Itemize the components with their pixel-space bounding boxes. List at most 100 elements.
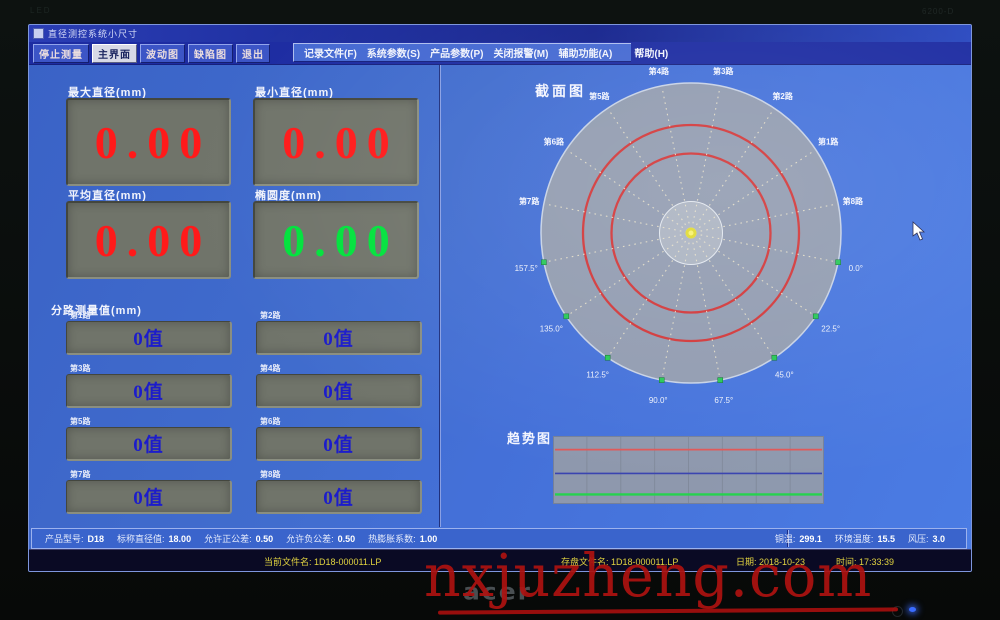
- polar-channel-label-1: 第1路: [818, 136, 839, 146]
- gauge-value-4: 0.00: [282, 214, 399, 266]
- channel-label-6: 第6路: [260, 417, 281, 426]
- channel-display-3: 0值: [66, 374, 232, 408]
- channel-label-3: 第3路: [70, 364, 91, 373]
- gauge-value-1: 0.00: [94, 116, 212, 168]
- channel-display-4: 0值: [256, 374, 422, 408]
- env-field-3: 风压: 3.0: [907, 534, 945, 544]
- env-field-1: 铜温: 299.1: [774, 534, 822, 544]
- channel-display-5: 0值: [66, 427, 232, 461]
- menu-bar: 记录文件(F) 系统参数(S) 产品参数(P) 关闭报警(M) 辅助功能(A) 帮助(H): [293, 43, 668, 62]
- polar-angle-label-1: 0.0°: [849, 264, 863, 273]
- polar-channel-label-3: 第3路: [713, 66, 734, 76]
- polar-channel-label-6: 第6路: [544, 136, 565, 146]
- menu-item-3[interactable]: 产品参数(P): [430, 49, 484, 60]
- section-chart-title: 截面图: [535, 83, 586, 99]
- channel-display-2: 0值: [256, 321, 422, 355]
- file-bar-item-2: 存盘文件名: 1D18-000011.LP: [561, 557, 679, 567]
- power-led: [909, 607, 916, 612]
- environment-status-fields: 铜温: 299.1 环境温度: 15.5 风压: 3.0: [775, 529, 958, 548]
- gauge-value-2: 0.00: [282, 116, 399, 168]
- window-title: 直径测控系统小尺寸: [48, 29, 139, 39]
- product-field-5: 热膨胀系数: 1.00: [368, 534, 438, 544]
- menu-item-1[interactable]: 记录文件(F): [304, 49, 357, 60]
- polar-angle-label-2: 22.5°: [821, 324, 840, 333]
- bezel-model-text: 6200-D: [922, 7, 955, 16]
- toolbar-button-1[interactable]: 停止测量: [33, 44, 89, 63]
- polar-angle-label-8: 157.5°: [515, 264, 538, 273]
- power-button[interactable]: [892, 606, 903, 617]
- trend-chart-svg: [553, 436, 824, 504]
- gauge-label-4: 椭圆度(mm): [255, 190, 322, 202]
- channel-value-1: 0值: [133, 329, 164, 350]
- channel-value-5: 0值: [133, 435, 164, 456]
- polar-angle-label-4: 67.5°: [714, 396, 733, 405]
- menu-item-4[interactable]: 关闭报警(M): [493, 49, 549, 60]
- toolbar-button-5[interactable]: 退出: [236, 44, 270, 63]
- gauge-display-2: 0.00: [253, 98, 419, 186]
- product-status-fields: 产品型号: D18 标称直径值: 18.00 允许正公差: 0.50 允许负公差: 0.50 热…: [45, 529, 450, 548]
- status-strip: 产品型号: D18 标称直径值: 18.00 允许正公差: 0.50 允许负公差: 0.50 热…: [31, 528, 967, 549]
- polar-channel-label-8: 第8路: [843, 196, 864, 206]
- gauge-label-1: 最大直径(mm): [68, 87, 147, 99]
- app-icon: [33, 28, 44, 39]
- polar-angle-label-7: 135.0°: [540, 324, 563, 333]
- acer-logo: acer: [463, 578, 532, 605]
- channel-display-1: 0值: [66, 321, 232, 355]
- channel-label-7: 第7路: [70, 470, 91, 479]
- polar-channel-label-4: 第4路: [649, 66, 670, 76]
- app-window: 直径测控系统小尺寸 停止测量 主界面 波动图 缺陷图 退出 记录文件(F) 系统参数(S)…: [28, 24, 972, 572]
- mouse-cursor: [912, 221, 926, 241]
- channel-label-2: 第2路: [260, 311, 281, 320]
- channel-value-4: 0值: [323, 382, 354, 403]
- polar-channel-label-7: 第7路: [519, 196, 540, 206]
- channel-label-5: 第5路: [70, 417, 91, 426]
- channel-value-2: 0值: [323, 329, 354, 350]
- channel-label-4: 第4路: [260, 364, 281, 373]
- gauge-display-4: 0.00: [253, 201, 419, 279]
- channel-value-3: 0值: [133, 382, 164, 403]
- menu-item-6[interactable]: 帮助(H): [634, 49, 669, 60]
- channel-section-label: 分路测量值(mm): [51, 305, 142, 317]
- file-info-bar: 当前文件名: 1D18-000011.LP 存盘文件名: 1D18-000011.…: [29, 549, 971, 571]
- polar-angle-label-3: 45.0°: [775, 371, 794, 380]
- toolbar-button-2[interactable]: 主界面: [92, 44, 137, 63]
- gauge-display-3: 0.00: [66, 201, 231, 279]
- env-field-2: 环境温度: 15.5: [834, 534, 895, 544]
- file-bar-item-3: 日期: 2018-10-23: [736, 557, 806, 567]
- gauge-label-3: 平均直径(mm): [68, 190, 147, 202]
- product-field-3: 允许正公差: 0.50: [204, 534, 274, 544]
- trend-chart: [553, 436, 824, 509]
- channel-display-8: 0值: [256, 480, 422, 514]
- polar-channel-label-2: 第2路: [772, 91, 793, 101]
- polar-angle-marker-5: [658, 377, 665, 383]
- channel-display-6: 0值: [256, 427, 422, 461]
- product-field-2: 标称直径值: 18.00: [117, 534, 192, 544]
- file-bar-item-4: 时间: 17:33:39: [836, 557, 895, 567]
- toolbar-button-4[interactable]: 缺陷图: [188, 44, 233, 63]
- toolbar-strip: 停止测量 主界面 波动图 缺陷图 退出 记录文件(F) 系统参数(S) 产品参数(P) 关闭报…: [29, 42, 971, 65]
- toolbar-buttons: 停止测量 主界面 波动图 缺陷图 退出: [33, 44, 270, 63]
- gauge-label-2: 最小直径(mm): [255, 87, 334, 99]
- polar-angle-label-5: 90.0°: [649, 396, 668, 405]
- channel-value-6: 0值: [323, 435, 354, 456]
- watermark-text: nxjuzheng.com: [424, 541, 873, 611]
- channel-display-7: 0值: [66, 480, 232, 514]
- cross-section-polar-chart: 第1路 第2路 第3路 第4路 第5路 第6路 第7路 第8路 0.0° 22.5° 45.0° 67…: [459, 65, 939, 442]
- toolbar-button-3[interactable]: 波动图: [140, 44, 185, 63]
- channel-label-1: 第1路: [70, 311, 91, 320]
- polar-angle-label-6: 112.5°: [586, 371, 609, 380]
- trend-chart-title: 趋势图: [507, 431, 553, 446]
- bezel-led-text: LED: [30, 6, 52, 15]
- polar-angle-marker-2: [812, 313, 819, 320]
- polar-angle-marker-8: [541, 259, 547, 266]
- menu-item-5[interactable]: 辅助功能(A): [558, 49, 613, 60]
- channel-label-8: 第8路: [260, 470, 281, 479]
- status-divider: [787, 530, 789, 547]
- product-field-4: 允许负公差: 0.50: [286, 534, 356, 544]
- panel-divider: [439, 65, 441, 527]
- gauge-display-1: 0.00: [66, 98, 231, 186]
- menu-item-2[interactable]: 系统参数(S): [366, 49, 421, 60]
- polar-angle-marker-4: [717, 377, 724, 383]
- polar-angle-marker-1: [835, 259, 841, 266]
